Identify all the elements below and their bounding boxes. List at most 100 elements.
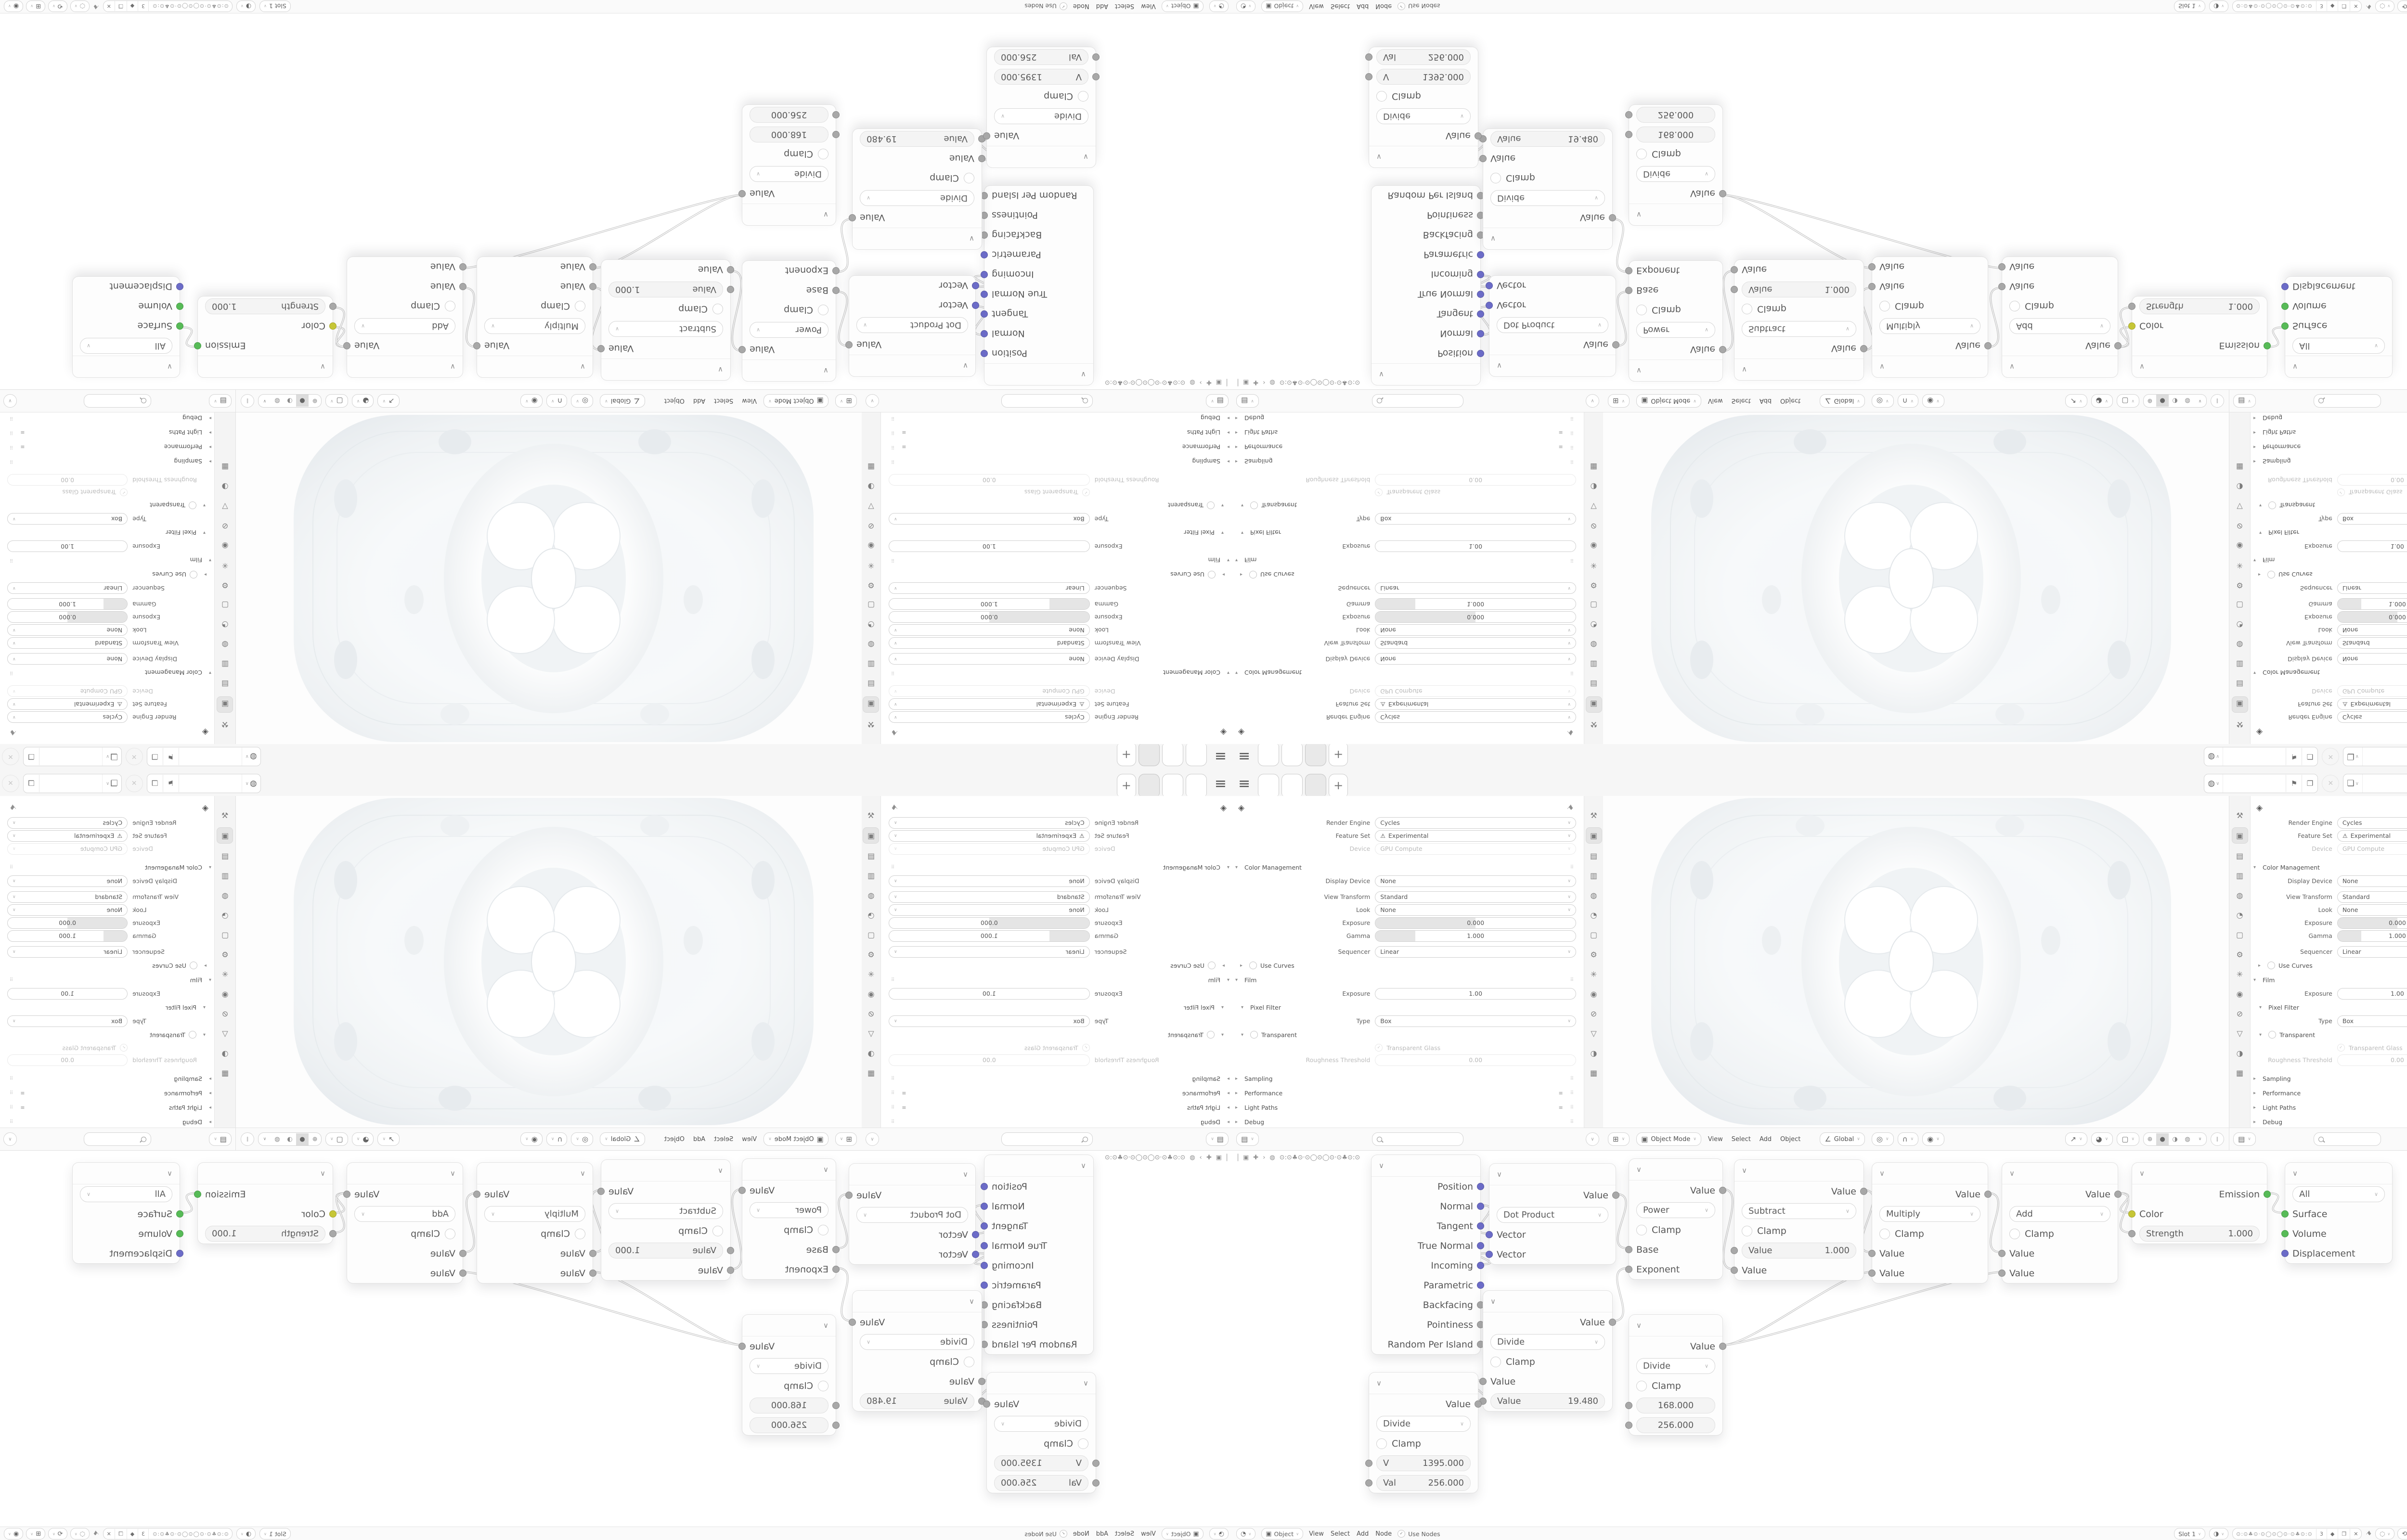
app-menu-icon[interactable]: ≡	[1214, 775, 1227, 792]
node-value-field[interactable]: 168.000	[750, 1398, 828, 1413]
tool-button[interactable]: ∩ ∨	[1897, 394, 1919, 408]
menu-view[interactable]: View	[1309, 1530, 1324, 1538]
section-header[interactable]: ▾Color Management⠿	[2253, 860, 2407, 874]
output-socket[interactable]	[981, 1183, 988, 1190]
checkbox[interactable]	[1208, 571, 1216, 578]
node-power[interactable]: ∨ Value Power ∨ Clamp Base Exponent	[1625, 260, 1726, 382]
properties-tab-render[interactable]: ▣	[217, 827, 233, 844]
output-socket[interactable]	[194, 342, 201, 349]
scene-name-field[interactable]	[179, 774, 242, 793]
section-header[interactable]: ▸Debug⠿	[1235, 412, 1576, 425]
section-header[interactable]: ▾Film⠿	[1235, 553, 1576, 567]
input-socket[interactable]	[2128, 1210, 2135, 1218]
properties-tab-object[interactable]: ▢	[2236, 601, 2244, 610]
users-count-button[interactable]: 3	[2316, 1528, 2327, 1539]
property-slider[interactable]: 1.000	[7, 930, 128, 942]
node-collapse-chevron-icon[interactable]: ∨	[742, 1315, 836, 1336]
output-socket[interactable]	[597, 1188, 605, 1195]
section-header[interactable]: ▸Light Paths≡⠿	[7, 425, 211, 440]
scene-name-field[interactable]	[179, 747, 242, 766]
properties-tab-material[interactable]: ◑	[867, 482, 875, 492]
section-header[interactable]: ▸Performance≡⠿	[2253, 440, 2407, 454]
output-socket[interactable]	[1477, 330, 1484, 337]
properties-tab-world[interactable]: ◔	[867, 910, 875, 920]
property-dropdown[interactable]: Cycles∨	[7, 711, 128, 723]
toggle-row[interactable]: ▸ Use Curves	[1235, 958, 1576, 973]
menu-node[interactable]: Node	[1073, 1530, 1089, 1538]
pin-icon[interactable]: ⚑	[1565, 802, 1576, 814]
input-socket[interactable]	[1868, 283, 1876, 290]
properties-tab-scene[interactable]: ◍	[2236, 640, 2243, 650]
menu-add[interactable]: Add	[1357, 1530, 1369, 1538]
output-socket[interactable]	[2264, 1191, 2271, 1198]
slot-dropdown[interactable]: Slot 1 ∨	[2174, 0, 2205, 12]
output-socket[interactable]	[738, 1343, 746, 1350]
input-socket[interactable]	[1731, 1247, 1738, 1254]
output-socket[interactable]	[1609, 214, 1616, 221]
node-collapse-chevron-icon[interactable]: ∨	[1734, 359, 1863, 380]
output-socket[interactable]	[473, 342, 480, 349]
property-field[interactable]: 0.00	[1375, 474, 1576, 486]
checkbox[interactable]	[818, 1224, 828, 1235]
properties-tab-material[interactable]: ◑	[1590, 482, 1597, 492]
pause-button[interactable]: ∥	[241, 1132, 254, 1146]
node-value-field[interactable]: 256.000	[1636, 1417, 1715, 1433]
section-header[interactable]: ▸Sampling⠿	[2253, 1071, 2407, 1086]
input-socket[interactable]	[459, 1250, 466, 1257]
section-header[interactable]: ▸Sampling⠿	[1235, 454, 1576, 469]
node-value-field[interactable]: Value 19.480	[860, 131, 974, 147]
tool-button[interactable]: ◎ ∨	[571, 394, 594, 408]
shading-mode-button[interactable]: ⊕	[312, 1135, 318, 1143]
input-socket[interactable]	[2281, 283, 2289, 290]
node-dropdown[interactable]: Divide ∨	[1376, 1416, 1471, 1432]
node-collapse-chevron-icon[interactable]: ∨	[347, 1163, 463, 1184]
node-value-field[interactable]: 256.000	[750, 1417, 828, 1433]
pin-icon[interactable]: ⚑	[163, 775, 179, 792]
add-workspace-button[interactable]: +	[1329, 774, 1348, 796]
fake-user-icon[interactable]: ◆	[2326, 1, 2338, 12]
orientation-dropdown[interactable]: ∠ Global ∨	[1820, 1132, 1865, 1146]
input-socket[interactable]	[1868, 263, 1876, 270]
property-field[interactable]: 1.00	[2337, 540, 2407, 552]
properties-tab-material[interactable]: ◑	[2236, 482, 2243, 492]
node-divide1[interactable]: ∨ Value Divide ∨ Clamp Value Value 19.480	[849, 1290, 985, 1412]
input-socket[interactable]	[978, 155, 985, 162]
node-dropdown[interactable]: Divide ∨	[860, 1334, 974, 1350]
header-tool-button[interactable]: ◉ ∨	[4, 0, 24, 12]
scene-name-field[interactable]	[2223, 774, 2286, 793]
property-dropdown[interactable]: ⚠Experimental∨	[7, 830, 128, 842]
pin-icon[interactable]: ⚑	[1565, 726, 1576, 738]
property-dropdown[interactable]: None∨	[7, 904, 128, 916]
pin-icon[interactable]: ⚑	[2286, 748, 2302, 765]
node-add[interactable]: ∨ Value Add ∨ Clamp Value Value	[343, 257, 466, 378]
property-field[interactable]: 1.00	[1375, 988, 1576, 1000]
input-socket[interactable]	[2281, 1210, 2289, 1218]
properties-tab-material[interactable]: ◑	[867, 1048, 875, 1058]
editor-type-button[interactable]: ◔ ∨	[1209, 1528, 1229, 1540]
node-collapse-chevron-icon[interactable]: ∨	[198, 1163, 333, 1184]
output-socket[interactable]	[981, 330, 988, 337]
section-header[interactable]: ▾ Transparent	[1235, 498, 1576, 513]
properties-tab-view-layer[interactable]: ▥	[221, 660, 229, 669]
properties-tab-view-layer[interactable]: ▥	[867, 660, 875, 669]
properties-tab-render[interactable]: ▣	[217, 696, 233, 713]
property-dropdown[interactable]: Cycles∨	[2337, 711, 2407, 723]
mode-dropdown[interactable]: ▣ Object Mode ∨	[1636, 394, 1701, 408]
mode-dropdown[interactable]: ▣ Object Mode ∨	[764, 394, 828, 408]
shading-mode-button[interactable]: ◍	[274, 397, 280, 405]
checkbox[interactable]	[1207, 501, 1215, 509]
workspace-tab[interactable]	[1258, 744, 1280, 766]
chevron-down-icon[interactable]: ∨	[866, 394, 879, 408]
node-value-field[interactable]: V 1395.000	[994, 69, 1088, 85]
viewlayer-name-field[interactable]	[39, 774, 103, 793]
node-value-field[interactable]: V 1395.000	[994, 1455, 1088, 1471]
properties-tab-physics[interactable]: ◉	[221, 541, 229, 551]
fake-user-icon[interactable]: ◆	[127, 1, 139, 12]
node-divide2[interactable]: ∨ Value Divide ∨ Clamp 168.000 256.000	[738, 104, 840, 226]
output-socket[interactable]	[845, 1192, 853, 1199]
search-input[interactable]	[2314, 394, 2381, 408]
editor-type-button[interactable]: ◔ ∨	[1209, 0, 1229, 12]
browse-material-button[interactable]: ◑ ∨	[236, 1528, 256, 1540]
properties-tab-active-tool[interactable]: ⚒	[2236, 720, 2243, 730]
header-tool-button[interactable]: ◌ ∨	[2375, 0, 2395, 12]
